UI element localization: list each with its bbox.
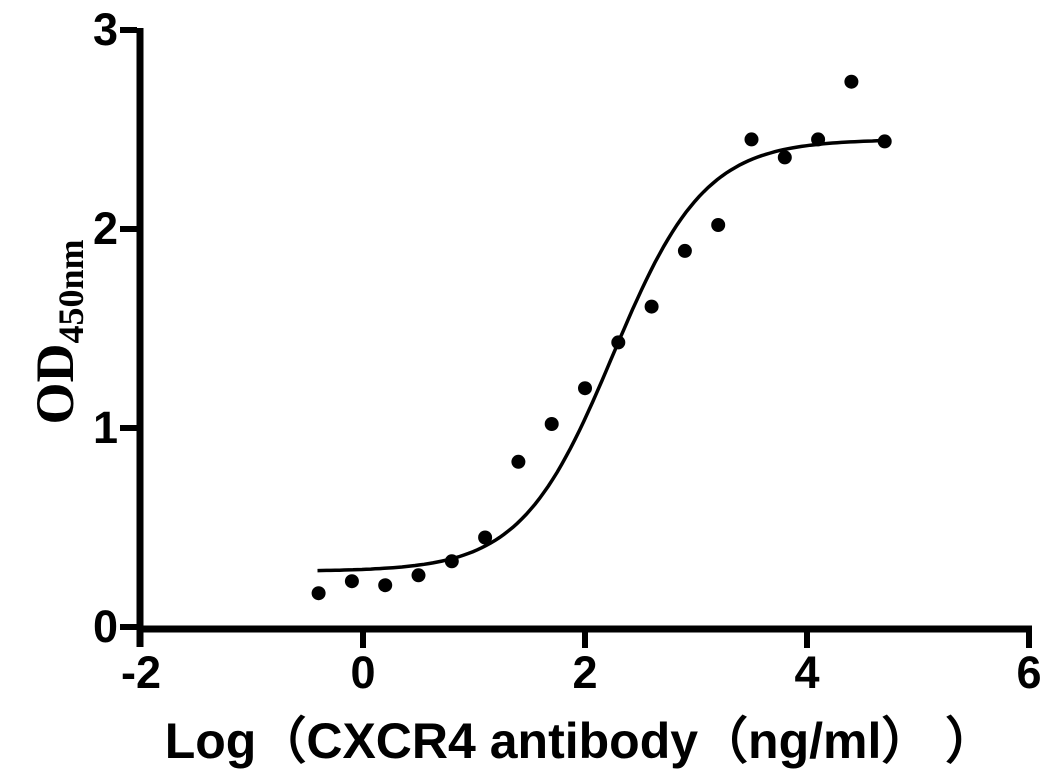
x-tick-label: 2 [572, 647, 598, 698]
y-tick-label: 3 [92, 4, 118, 55]
y-axis-title-subscript: 450nm [51, 239, 91, 344]
x-tick-label: 0 [350, 647, 376, 698]
axes-group [120, 27, 1032, 648]
data-point [844, 74, 859, 89]
y-tick-label: 2 [92, 203, 118, 254]
y-tick-label: 1 [92, 402, 118, 453]
x-tick-label: -2 [120, 647, 161, 698]
data-point [811, 132, 826, 147]
data-point [777, 150, 792, 165]
data-point [478, 530, 493, 545]
data-point [711, 218, 726, 232]
y-axis-title-main: OD [25, 343, 85, 425]
y-tick-label: 0 [92, 601, 118, 652]
data-point [677, 243, 692, 258]
x-axis-title: Log（CXCR4 antibody（ng/ml） ） [164, 713, 996, 769]
data-point [444, 554, 459, 569]
data-point [611, 335, 626, 350]
data-point [311, 586, 326, 601]
y-axis-title: OD450nm [24, 229, 91, 435]
fit-curve [317, 138, 886, 573]
data-point [344, 574, 359, 589]
data-point [378, 578, 393, 593]
data-point [511, 454, 526, 469]
data-point [578, 381, 592, 396]
x-tick-label: 6 [1016, 647, 1042, 698]
data-point [411, 568, 426, 583]
x-tick-label: 4 [794, 647, 820, 698]
data-point [877, 134, 892, 149]
data-point [544, 417, 559, 431]
data-point [744, 132, 759, 147]
data-points-group [311, 74, 892, 601]
data-point [644, 299, 659, 314]
